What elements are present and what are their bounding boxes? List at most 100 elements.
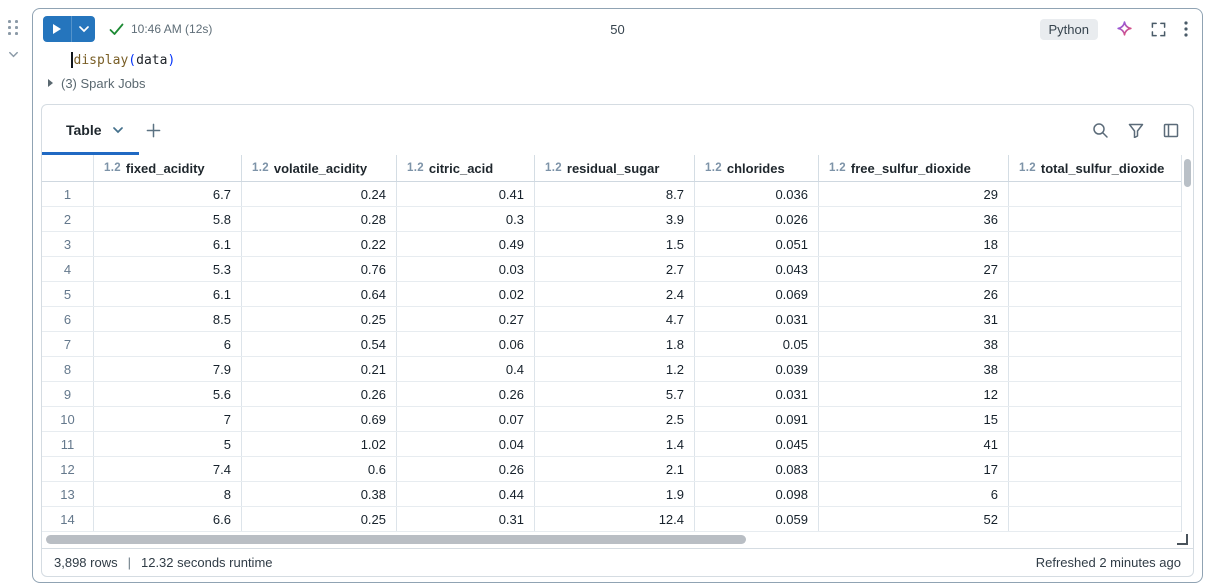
table-cell: 0.02 — [397, 282, 535, 306]
disclosure-triangle-icon — [48, 79, 53, 87]
table-row: 87.90.210.41.20.0393810 — [42, 357, 1181, 382]
numeric-type-icon: 1.2 — [104, 162, 121, 174]
numeric-type-icon: 1.2 — [407, 162, 424, 174]
table-cell: 0.051 — [695, 232, 819, 256]
table-cell: 0.54 — [242, 332, 397, 356]
table-cell: 14 — [1009, 182, 1181, 206]
table-cell: 0.043 — [695, 257, 819, 281]
table-cell: 6.7 — [94, 182, 242, 206]
runtime: 12.32 seconds runtime — [140, 555, 273, 570]
table-cell: 0.6 — [242, 457, 397, 481]
row-number: 5 — [42, 282, 94, 306]
numeric-type-icon: 1.2 — [1019, 162, 1036, 174]
table-cell: 3.9 — [535, 207, 695, 231]
text-cursor — [71, 52, 73, 68]
active-tab-underline — [42, 152, 139, 155]
numeric-type-icon: 1.2 — [545, 162, 562, 174]
tab-options-chevron-icon[interactable] — [112, 125, 124, 135]
table-cell: 0.06 — [397, 332, 535, 356]
cell-menu-kebab-icon[interactable] — [1184, 21, 1188, 37]
run-cell-button[interactable] — [43, 16, 95, 42]
table-cell: 6.1 — [94, 232, 242, 256]
cell-toolbar: 10:46 AM (12s) 50 Python — [33, 9, 1202, 49]
column-header-chlorides[interactable]: 1.2 chlorides — [695, 155, 819, 181]
column-header-citric_acid[interactable]: 1.2 citric_acid — [397, 155, 535, 181]
horizontal-scrollbar-thumb[interactable] — [46, 535, 746, 544]
filter-icon[interactable] — [1128, 123, 1144, 138]
spark-jobs-disclosure[interactable]: (3) Spark Jobs — [33, 71, 1202, 95]
column-header-free_sulfur_dioxide[interactable]: 1.2 free_sulfur_dioxide — [819, 155, 1009, 181]
column-header-residual_sugar[interactable]: 1.2 residual_sugar — [535, 155, 695, 181]
spark-jobs-label: (3) Spark Jobs — [61, 75, 146, 91]
collapse-cell-chevron-icon[interactable] — [7, 48, 20, 66]
horizontal-scrollbar[interactable] — [42, 532, 1181, 548]
row-number: 6 — [42, 307, 94, 331]
table-cell: 0.07 — [397, 407, 535, 431]
table-cell: 15 — [819, 407, 1009, 431]
table-cell: 0.04 — [397, 432, 535, 456]
table-row: 56.10.640.022.40.069264 — [42, 282, 1181, 307]
row-number: 9 — [42, 382, 94, 406]
notebook-cell: 10:46 AM (12s) 50 Python — [32, 8, 1203, 583]
row-number: 1 — [42, 182, 94, 206]
table-cell: 27 — [819, 257, 1009, 281]
code-editor-line[interactable]: display(data) — [33, 49, 1202, 71]
table-cell: 2.1 — [535, 457, 695, 481]
table-cell: 2.4 — [535, 282, 695, 306]
table-cell: 0.091 — [695, 407, 819, 431]
table-cell: 38 — [819, 357, 1009, 381]
table-cell: 0.69 — [242, 407, 397, 431]
cell-number: 50 — [610, 21, 625, 37]
vertical-scrollbar[interactable] — [1181, 155, 1193, 532]
column-header-total_sulfur_dioxide[interactable]: 1.2 total_sulfur_dioxide — [1009, 155, 1181, 181]
table-cell: 0.25 — [242, 307, 397, 331]
table-cell: 6.6 — [94, 507, 242, 531]
code-argument: data — [136, 52, 168, 68]
table-cell: 12.4 — [535, 507, 695, 531]
table-cell: 0.22 — [242, 232, 397, 256]
table-cell: 9 — [1009, 257, 1181, 281]
search-icon[interactable] — [1092, 122, 1109, 139]
language-selector[interactable]: Python — [1039, 18, 1098, 40]
column-header-fixed_acidity[interactable]: 1.2 fixed_acidity — [94, 155, 242, 181]
table-cell: 0.28 — [242, 207, 397, 231]
table-cell: 0.25 — [242, 507, 397, 531]
play-icon[interactable] — [43, 16, 71, 42]
tab-table[interactable]: Table — [66, 122, 124, 138]
columns-panel-icon[interactable] — [1163, 123, 1179, 138]
column-header-volatile_acidity[interactable]: 1.2 volatile_acidity — [242, 155, 397, 181]
table-cell: 6.1 — [94, 282, 242, 306]
refreshed-timestamp: Refreshed 2 minutes ago — [1035, 555, 1181, 570]
table-cell: 9 — [1009, 457, 1181, 481]
drag-handle-icon[interactable] — [8, 20, 20, 36]
table-cell: 0.26 — [242, 382, 397, 406]
table-cell: 9 — [1009, 307, 1181, 331]
row-number: 4 — [42, 257, 94, 281]
assistant-sparkle-icon[interactable] — [1116, 20, 1133, 38]
code-paren-close: ) — [167, 52, 176, 68]
table-cell: 5.7 — [535, 382, 695, 406]
expand-fullscreen-icon[interactable] — [1151, 22, 1166, 37]
row-number: 12 — [42, 457, 94, 481]
table-cell: 5.8 — [94, 207, 242, 231]
add-visualization-button[interactable] — [146, 123, 161, 138]
table-cell: 0.3 — [397, 207, 535, 231]
table-row: 16.70.240.418.70.0362914 — [42, 182, 1181, 207]
code-function: display — [73, 52, 129, 68]
resize-handle-icon[interactable] — [1177, 534, 1188, 545]
row-number: 10 — [42, 407, 94, 431]
run-options-chevron-icon[interactable] — [72, 16, 95, 42]
table-cell: 6 — [819, 482, 1009, 506]
table-cell: 0.76 — [242, 257, 397, 281]
tab-table-label: Table — [66, 122, 102, 138]
row-number: 7 — [42, 332, 94, 356]
table-cell: 0.098 — [695, 482, 819, 506]
vertical-scrollbar-thumb[interactable] — [1184, 159, 1191, 187]
table-cell: 1.8 — [535, 332, 695, 356]
header-corner — [42, 155, 94, 181]
table-cell: 1.4 — [535, 432, 695, 456]
table-cell: 8 — [94, 482, 242, 506]
table-cell: 12 — [819, 382, 1009, 406]
